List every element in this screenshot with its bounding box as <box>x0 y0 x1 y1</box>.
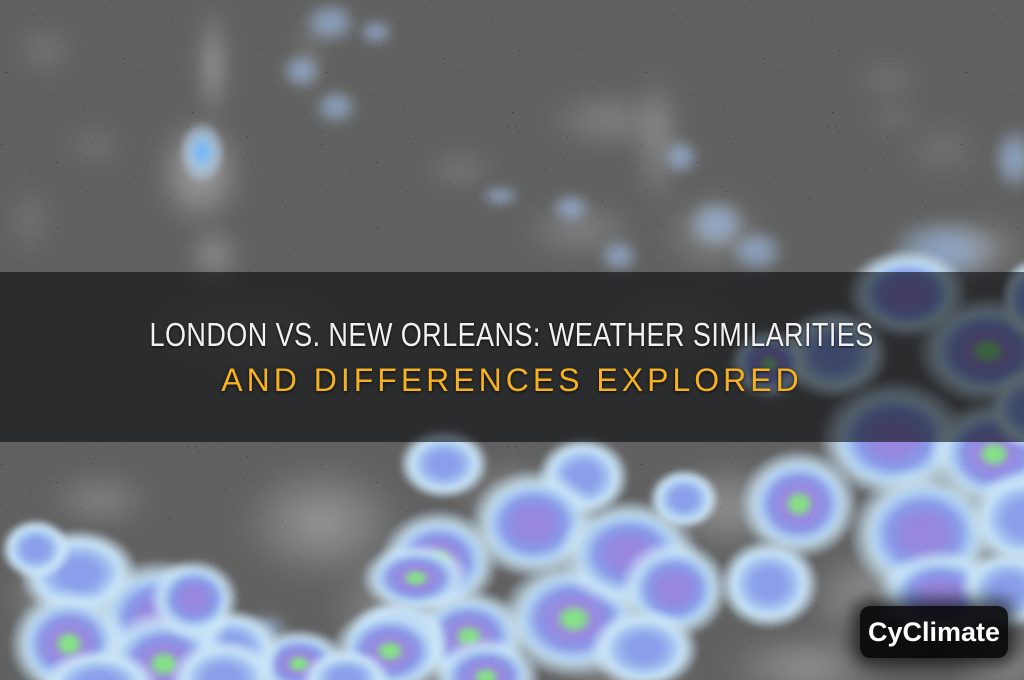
logo-text: CyClimate <box>867 616 1001 647</box>
precip-cell <box>358 18 394 46</box>
precip-cell <box>718 538 820 630</box>
cloud-patch <box>860 95 930 140</box>
cloud-patch <box>10 20 80 80</box>
precip-cell <box>0 518 72 580</box>
precip-cell <box>598 238 640 274</box>
precip-cell <box>588 608 700 680</box>
title-line-accent: AND DIFFERENCES EXPLORED <box>221 362 803 398</box>
precip-cell <box>662 138 700 176</box>
precip-cell <box>313 88 359 126</box>
precip-cell <box>178 120 226 184</box>
precip-cell <box>728 228 786 274</box>
precip-cell <box>480 185 520 207</box>
precip-cell <box>360 542 472 614</box>
title-block: LONDON VS. NEW ORLEANS: WEATHER SIMILARI… <box>0 272 1024 442</box>
title-line-primary: LONDON VS. NEW ORLEANS: WEATHER SIMILARI… <box>149 316 875 353</box>
precip-cell <box>648 468 720 530</box>
cyclimate-logo: CyClimate <box>860 606 1008 658</box>
cloud-patch <box>60 120 130 170</box>
cloud-patch <box>0 180 60 260</box>
precip-cell <box>550 192 592 224</box>
precip-cell <box>148 558 240 640</box>
precip-cell <box>280 52 322 90</box>
precip-cell <box>992 126 1024 192</box>
precip-cell <box>303 0 358 45</box>
